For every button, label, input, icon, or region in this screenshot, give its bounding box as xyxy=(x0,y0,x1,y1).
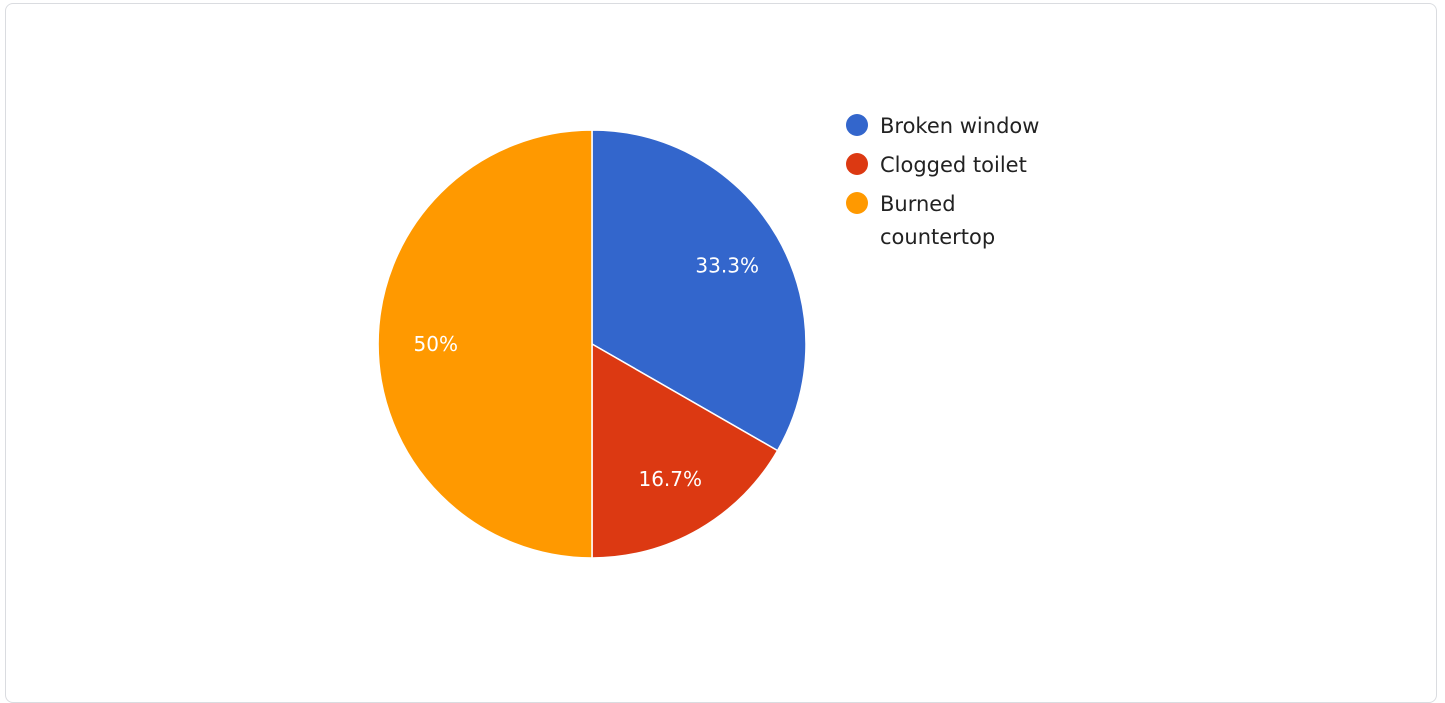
legend-item-broken-window[interactable]: Broken window xyxy=(846,110,1066,143)
slice-label-broken-window: 33.3% xyxy=(695,254,759,278)
pie-slice-labels: 33.3% 16.7% 50% xyxy=(414,254,759,491)
legend-swatch-broken-window xyxy=(846,114,868,136)
pie-slice-burned-countertop[interactable] xyxy=(377,129,593,559)
legend-label-clogged-toilet: Clogged toilet xyxy=(880,153,1027,177)
slice-label-burned-countertop: 50% xyxy=(414,332,458,356)
legend-label-broken-window: Broken window xyxy=(880,114,1040,138)
legend-item-clogged-toilet[interactable]: Clogged toilet xyxy=(846,149,1066,182)
legend-label-burned-countertop: Burned countertop xyxy=(880,192,996,249)
slice-label-clogged-toilet: 16.7% xyxy=(638,467,702,491)
pie-slices xyxy=(377,129,807,559)
pie-slice-clogged-toilet[interactable] xyxy=(591,342,779,559)
legend: Broken window Clogged toilet Burned coun… xyxy=(846,110,1066,260)
legend-swatch-burned-countertop xyxy=(846,192,868,214)
pie-slice-broken-window[interactable] xyxy=(591,129,807,452)
legend-swatch-clogged-toilet xyxy=(846,153,868,175)
legend-item-burned-countertop[interactable]: Burned countertop xyxy=(846,188,1066,254)
